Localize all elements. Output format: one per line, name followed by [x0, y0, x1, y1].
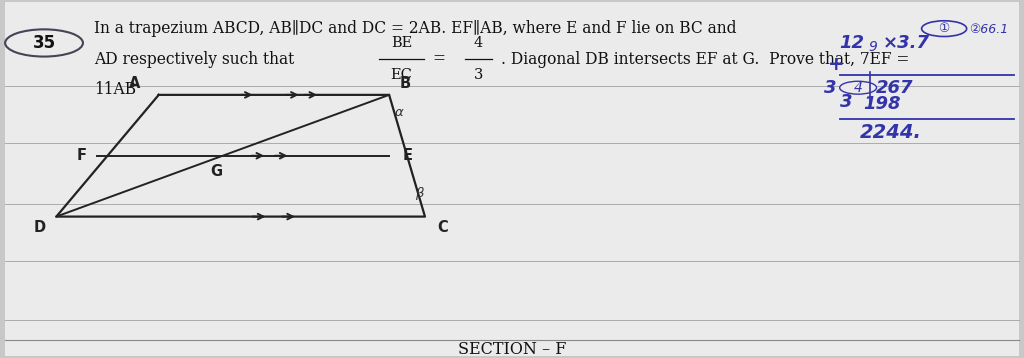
Text: In a trapezium ABCD, AB∥DC and DC = 2AB. EF∥AB, where E and F lie on BC and: In a trapezium ABCD, AB∥DC and DC = 2AB.… [94, 20, 736, 37]
Text: $\alpha$: $\alpha$ [394, 106, 404, 119]
Text: 35: 35 [33, 34, 55, 52]
Text: +: + [827, 55, 844, 74]
Text: 267: 267 [876, 79, 913, 97]
Text: 3: 3 [840, 93, 852, 111]
Text: ①: ① [939, 22, 949, 35]
Text: 2244.: 2244. [860, 123, 922, 142]
Text: C: C [437, 220, 447, 235]
Text: 3: 3 [824, 79, 837, 97]
Text: D: D [34, 220, 46, 235]
Circle shape [922, 21, 967, 37]
Text: 11AB: 11AB [94, 81, 136, 98]
Text: =: = [432, 50, 445, 68]
Text: $\beta$: $\beta$ [415, 185, 425, 202]
Text: ②66.1: ②66.1 [969, 23, 1008, 36]
Text: BE: BE [391, 36, 412, 50]
Text: 198: 198 [863, 95, 901, 113]
Text: E: E [402, 148, 413, 163]
FancyBboxPatch shape [5, 2, 1019, 356]
Text: 9: 9 [868, 40, 878, 54]
Text: ×3.7: ×3.7 [883, 34, 930, 52]
Circle shape [840, 81, 877, 94]
Text: 4: 4 [473, 36, 483, 50]
Text: SECTION – F: SECTION – F [458, 340, 566, 358]
Text: . Diagonal DB intersects EF at G.  Prove that, 7EF =: . Diagonal DB intersects EF at G. Prove … [501, 50, 909, 68]
Text: A: A [129, 76, 140, 91]
Text: 12: 12 [840, 34, 864, 52]
Text: EC: EC [390, 68, 413, 82]
Text: B: B [399, 76, 411, 91]
Circle shape [5, 29, 83, 57]
Text: 3: 3 [473, 68, 483, 82]
Text: 4: 4 [854, 81, 862, 95]
Text: G: G [210, 164, 222, 179]
Text: AD respectively such that: AD respectively such that [94, 50, 299, 68]
Text: F: F [77, 148, 87, 163]
